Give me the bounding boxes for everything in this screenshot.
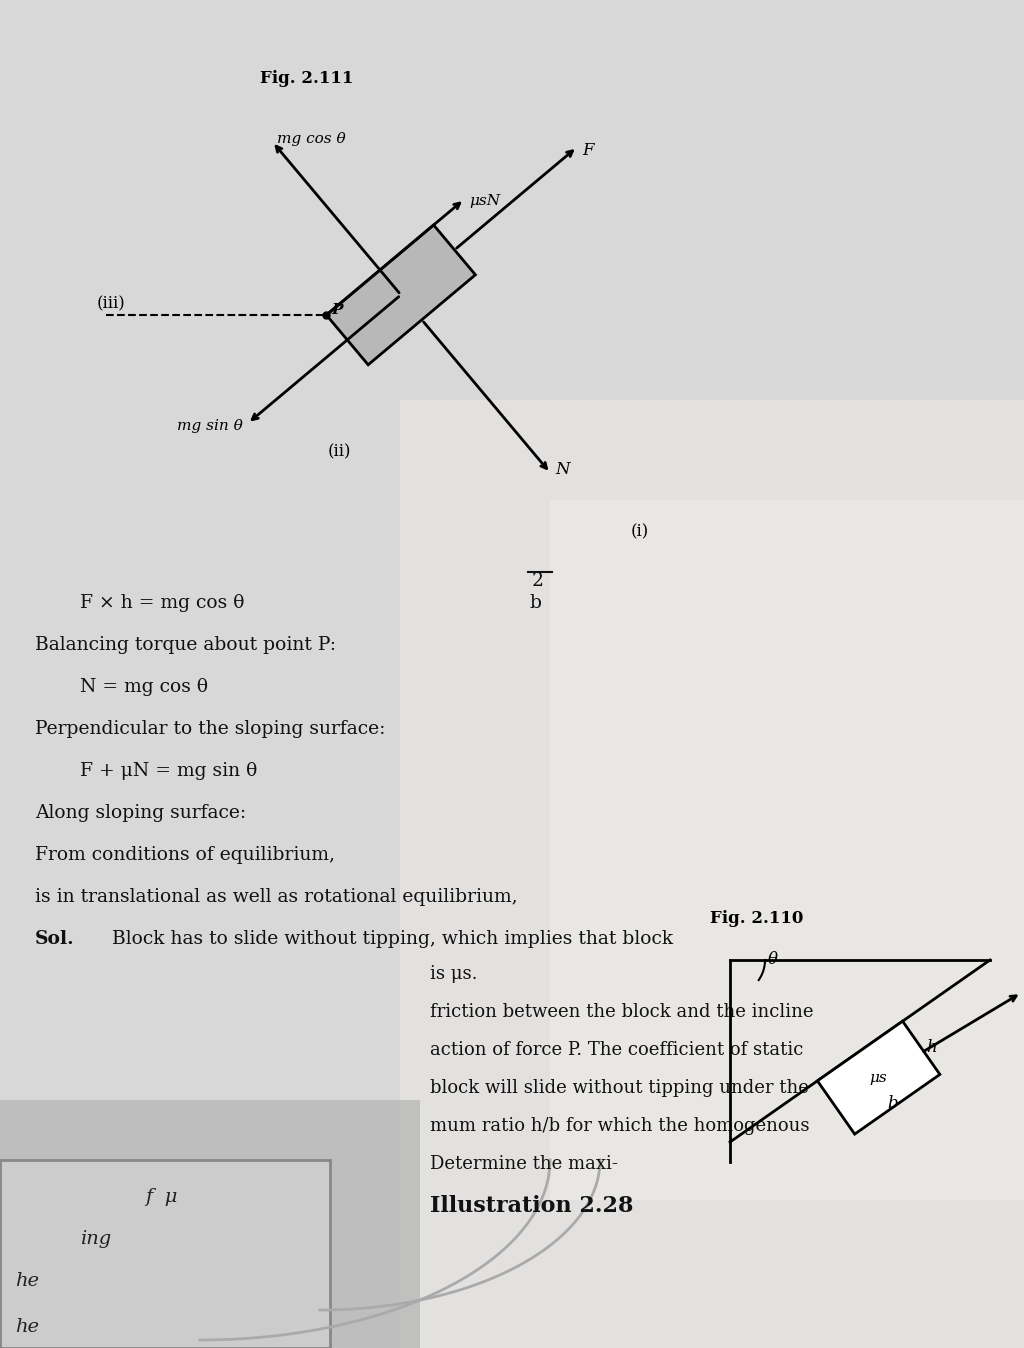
Text: F + μN = mg sin θ: F + μN = mg sin θ — [80, 762, 257, 780]
Text: b: b — [530, 594, 542, 612]
Text: ing: ing — [80, 1229, 112, 1248]
Text: is μs.: is μs. — [430, 965, 477, 983]
Text: mg sin θ: mg sin θ — [177, 419, 243, 434]
Text: N: N — [555, 461, 569, 479]
Text: N = mg cos θ: N = mg cos θ — [80, 678, 208, 696]
Text: μsN: μsN — [469, 194, 501, 209]
Text: (ii): (ii) — [328, 443, 351, 461]
Polygon shape — [817, 1022, 940, 1134]
Text: he: he — [15, 1318, 39, 1336]
Bar — [0, 1161, 330, 1348]
Text: θ: θ — [768, 950, 778, 968]
Polygon shape — [327, 225, 475, 365]
Text: Illustration 2.28: Illustration 2.28 — [430, 1194, 634, 1217]
Text: Block has to slide without tipping, which implies that block: Block has to slide without tipping, whic… — [100, 930, 673, 948]
Text: Along sloping surface:: Along sloping surface: — [35, 803, 246, 822]
Text: is in translational as well as rotational equilibrium,: is in translational as well as rotationa… — [35, 888, 517, 906]
Bar — [0, 1100, 420, 1348]
Text: friction between the block and the incline: friction between the block and the incli… — [430, 1003, 813, 1020]
Text: f  μ: f μ — [145, 1188, 177, 1206]
Text: h: h — [927, 1039, 937, 1057]
Text: (iii): (iii) — [96, 295, 125, 311]
Text: From conditions of equilibrium,: From conditions of equilibrium, — [35, 847, 335, 864]
Text: he: he — [15, 1273, 39, 1290]
Text: (i): (i) — [631, 523, 648, 541]
Text: F × h = mg cos θ: F × h = mg cos θ — [80, 594, 245, 612]
Text: F: F — [582, 142, 594, 159]
Text: P: P — [332, 303, 343, 317]
Text: mg cos θ: mg cos θ — [278, 132, 346, 146]
Text: 2: 2 — [532, 572, 544, 590]
Text: mum ratio h/b for which the homogenous: mum ratio h/b for which the homogenous — [430, 1117, 810, 1135]
Text: Perpendicular to the sloping surface:: Perpendicular to the sloping surface: — [35, 720, 385, 737]
Text: μs: μs — [869, 1070, 888, 1085]
Text: action of force P. The coefficient of static: action of force P. The coefficient of st… — [430, 1041, 804, 1060]
Text: block will slide without tipping under the: block will slide without tipping under t… — [430, 1078, 809, 1097]
Bar — [550, 500, 1024, 1200]
Text: Determine the maxi-: Determine the maxi- — [430, 1155, 617, 1173]
Text: Balancing torque about point P:: Balancing torque about point P: — [35, 636, 336, 654]
Text: Fig. 2.110: Fig. 2.110 — [710, 910, 804, 927]
Text: Fig. 2.111: Fig. 2.111 — [260, 70, 353, 88]
Text: b: b — [887, 1096, 898, 1112]
Text: Sol.: Sol. — [35, 930, 75, 948]
Bar — [400, 400, 1024, 1348]
